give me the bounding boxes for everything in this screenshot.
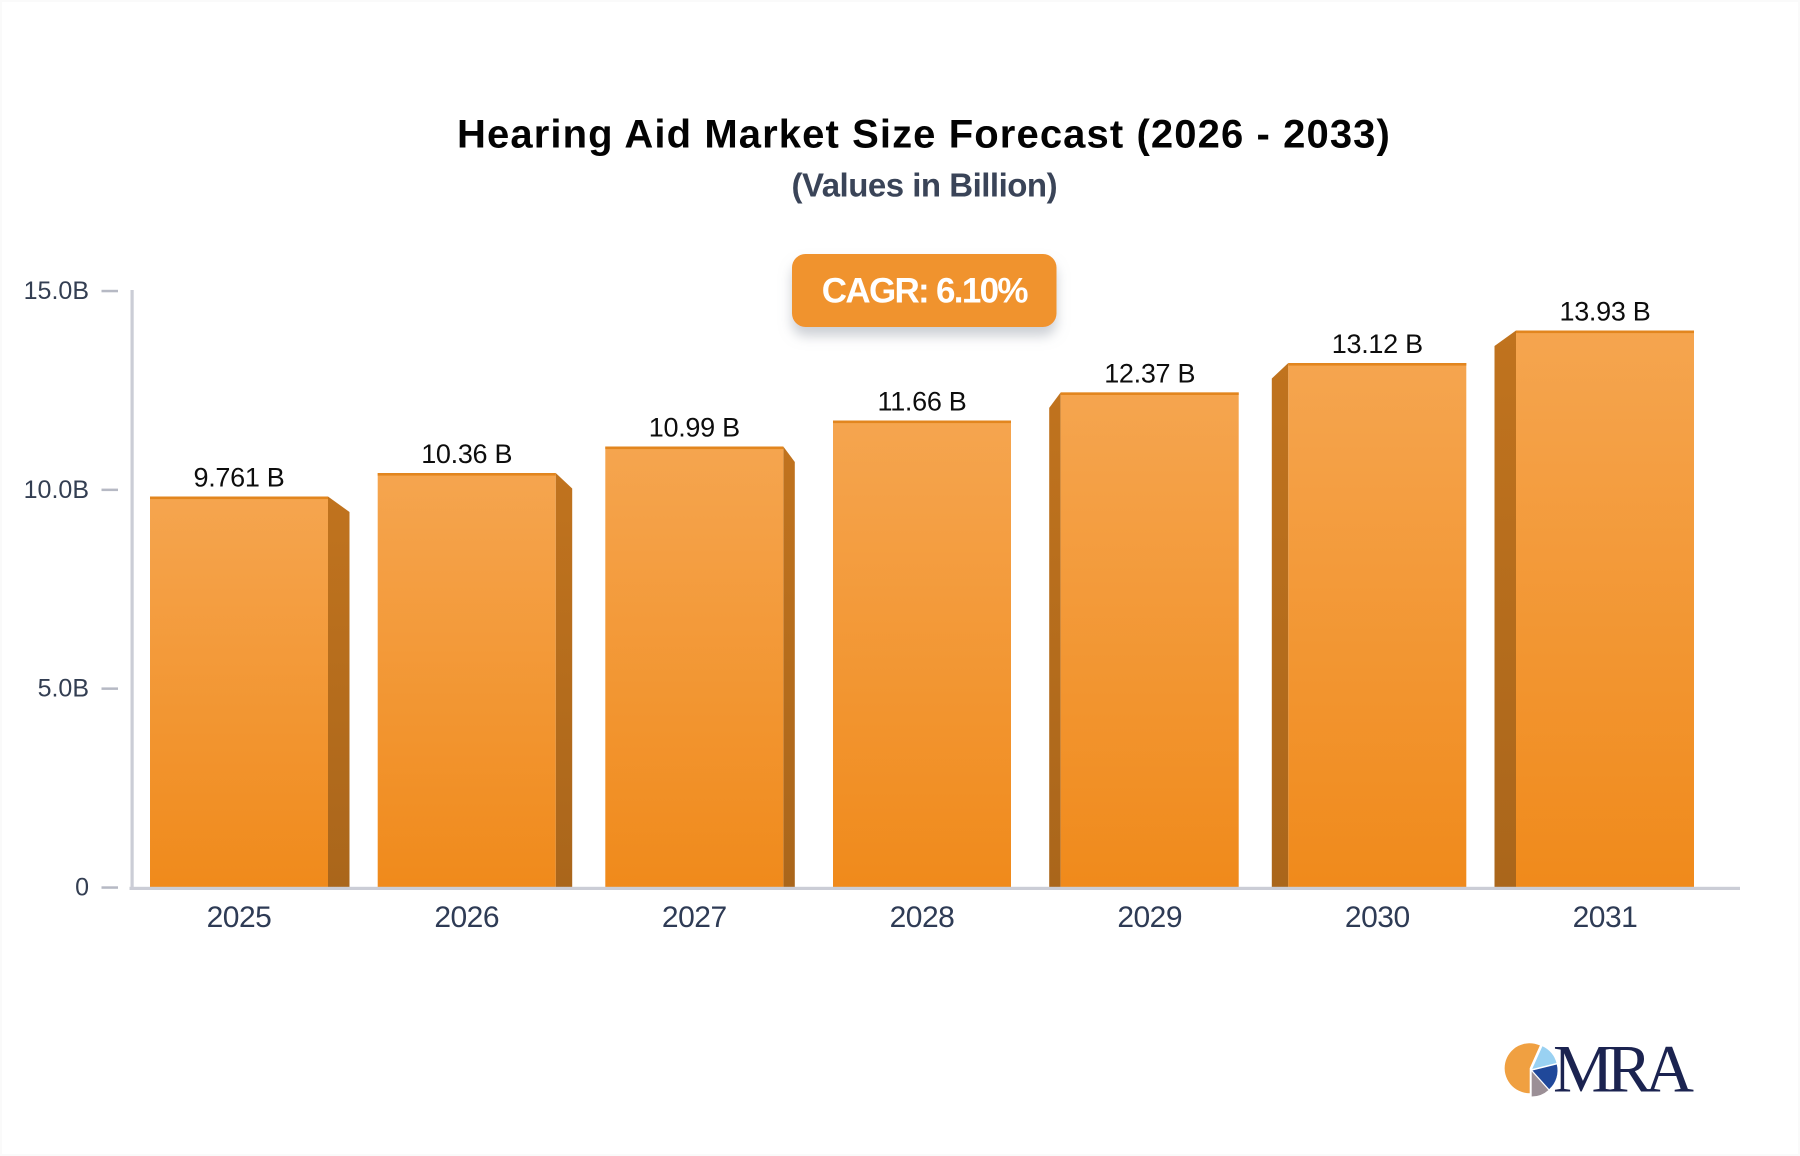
svg-text:13.12 B: 13.12 B xyxy=(1332,329,1423,359)
svg-text:13.93 B: 13.93 B xyxy=(1560,297,1651,327)
svg-text:0: 0 xyxy=(75,874,89,902)
svg-text:11.66 B: 11.66 B xyxy=(878,387,967,417)
svg-text:9.761 B: 9.761 B xyxy=(194,463,285,493)
svg-text:MRA: MRA xyxy=(1553,1031,1694,1107)
svg-text:2029: 2029 xyxy=(1117,901,1182,934)
svg-text:(Values in Billion): (Values in Billion) xyxy=(792,167,1058,204)
svg-text:CAGR: 6.10%: CAGR: 6.10% xyxy=(822,271,1029,310)
svg-text:5.0B: 5.0B xyxy=(38,675,89,703)
svg-text:2026: 2026 xyxy=(434,901,499,934)
svg-text:2030: 2030 xyxy=(1345,901,1410,934)
svg-text:2025: 2025 xyxy=(207,901,272,934)
svg-text:12.37 B: 12.37 B xyxy=(1104,358,1195,388)
svg-text:10.36 B: 10.36 B xyxy=(421,439,512,469)
svg-text:2028: 2028 xyxy=(890,901,955,934)
svg-text:2027: 2027 xyxy=(662,901,727,934)
svg-text:10.0B: 10.0B xyxy=(24,476,89,504)
svg-text:15.0B: 15.0B xyxy=(24,277,89,305)
svg-text:2031: 2031 xyxy=(1573,901,1638,934)
svg-text:10.99 B: 10.99 B xyxy=(649,413,740,443)
svg-text:Hearing Aid Market Size Foreca: Hearing Aid Market Size Forecast (2026 -… xyxy=(457,113,1391,157)
